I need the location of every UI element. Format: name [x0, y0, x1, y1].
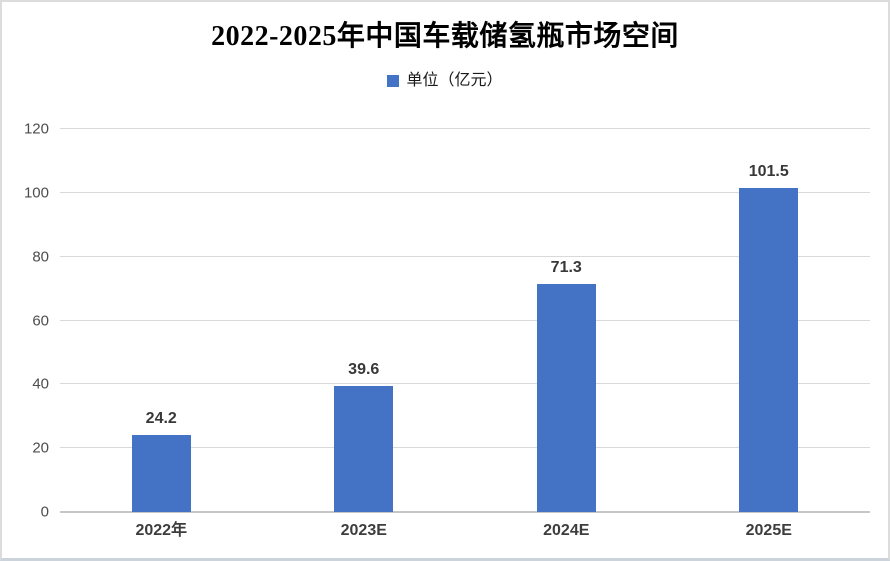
y-gridline: [60, 128, 870, 129]
y-gridline: [60, 447, 870, 449]
x-axis-line: [60, 511, 870, 513]
bar-2023E: [334, 385, 394, 512]
y-axis-tick-label: 20: [32, 439, 49, 457]
legend: 单位（亿元）: [2, 73, 888, 89]
y-axis-tick-label: 60: [32, 312, 49, 329]
bar-value-label: 71.3: [550, 259, 582, 277]
y-axis-tick-label: 0: [40, 503, 49, 521]
y-axis-tick-label: 40: [32, 375, 49, 393]
bar-2024E: [536, 284, 596, 512]
y-gridline: [60, 191, 870, 193]
chart-title: 2022-2025年中国车载储氢瓶市场空间: [211, 21, 679, 52]
x-axis-tick-label: 2024E: [543, 522, 590, 539]
y-gridline: [60, 255, 870, 257]
x-axis-tick-label: 2025E: [745, 522, 792, 539]
bar-2022年: [131, 434, 191, 512]
legend-label: 单位（亿元）: [406, 72, 503, 89]
bar-value-label: 39.6: [348, 360, 380, 378]
y-gridline: [60, 319, 870, 321]
plot-area: 0 20 40 60 80 100 120 24.2 2022年 39.6 2023E 71.3 202…: [24, 122, 870, 539]
x-axis-tick-label: 2022年: [135, 522, 188, 539]
bar-value-label: 24.2: [145, 409, 177, 427]
x-axis-tick-label: 2023E: [340, 522, 387, 539]
legend-swatch-icon: [387, 75, 400, 87]
bar-2025E: [739, 188, 799, 512]
y-axis-tick-label: 100: [23, 184, 49, 202]
bar-value-label: 101.5: [748, 163, 789, 181]
y-axis-tick-label: 120: [23, 120, 49, 138]
y-gridline: [60, 383, 870, 385]
y-axis-tick-label: 80: [32, 248, 49, 266]
